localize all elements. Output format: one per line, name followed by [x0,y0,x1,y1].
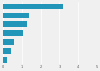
Bar [3,48,11,54]
Bar [3,57,7,63]
Bar [3,12,29,18]
Bar [3,21,27,27]
Bar [3,39,14,45]
Bar [3,4,63,9]
Bar [3,30,23,36]
